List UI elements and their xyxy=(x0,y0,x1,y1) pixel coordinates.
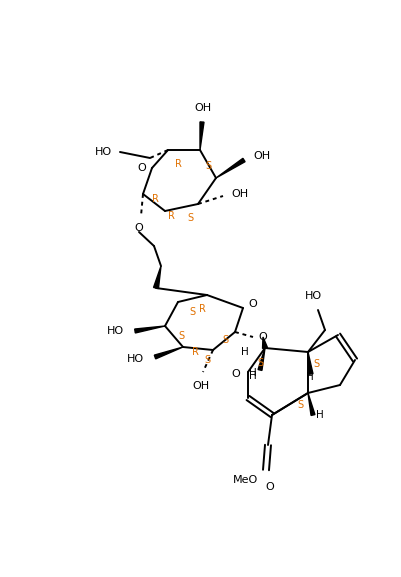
Text: S: S xyxy=(297,400,303,410)
Text: HO: HO xyxy=(126,354,144,364)
Text: R: R xyxy=(168,211,174,221)
Text: H: H xyxy=(316,410,324,420)
Text: H: H xyxy=(249,368,257,378)
Text: OH: OH xyxy=(231,189,249,199)
Text: R: R xyxy=(198,304,205,314)
Text: H: H xyxy=(306,372,314,382)
Text: HO: HO xyxy=(106,326,124,336)
Text: O: O xyxy=(135,223,144,233)
Text: R: R xyxy=(174,159,181,169)
Polygon shape xyxy=(216,158,245,178)
Text: S: S xyxy=(313,359,319,369)
Polygon shape xyxy=(308,393,315,415)
Text: S: S xyxy=(222,335,228,345)
Text: S: S xyxy=(187,213,193,223)
Text: MeO: MeO xyxy=(233,475,259,485)
Text: OH: OH xyxy=(194,103,212,113)
Polygon shape xyxy=(258,348,265,370)
Text: O: O xyxy=(259,332,267,342)
Polygon shape xyxy=(308,352,313,374)
Polygon shape xyxy=(154,347,183,359)
Text: HO: HO xyxy=(95,147,111,157)
Text: H: H xyxy=(241,347,249,357)
Text: R: R xyxy=(192,347,198,357)
Text: O: O xyxy=(265,482,274,492)
Polygon shape xyxy=(135,326,165,333)
Text: R: R xyxy=(152,194,158,204)
Text: HO: HO xyxy=(304,291,322,301)
Text: H: H xyxy=(249,371,257,381)
Polygon shape xyxy=(200,122,204,150)
Text: O: O xyxy=(249,299,257,309)
Text: S: S xyxy=(257,358,263,368)
Text: S: S xyxy=(205,161,211,171)
Polygon shape xyxy=(154,266,161,288)
Text: OH: OH xyxy=(192,381,210,391)
Text: O: O xyxy=(232,369,240,379)
Text: OH: OH xyxy=(253,151,271,161)
Text: O: O xyxy=(138,163,146,173)
Text: S: S xyxy=(178,331,184,341)
Polygon shape xyxy=(263,337,267,349)
Text: S: S xyxy=(204,355,210,365)
Text: S: S xyxy=(189,307,195,317)
